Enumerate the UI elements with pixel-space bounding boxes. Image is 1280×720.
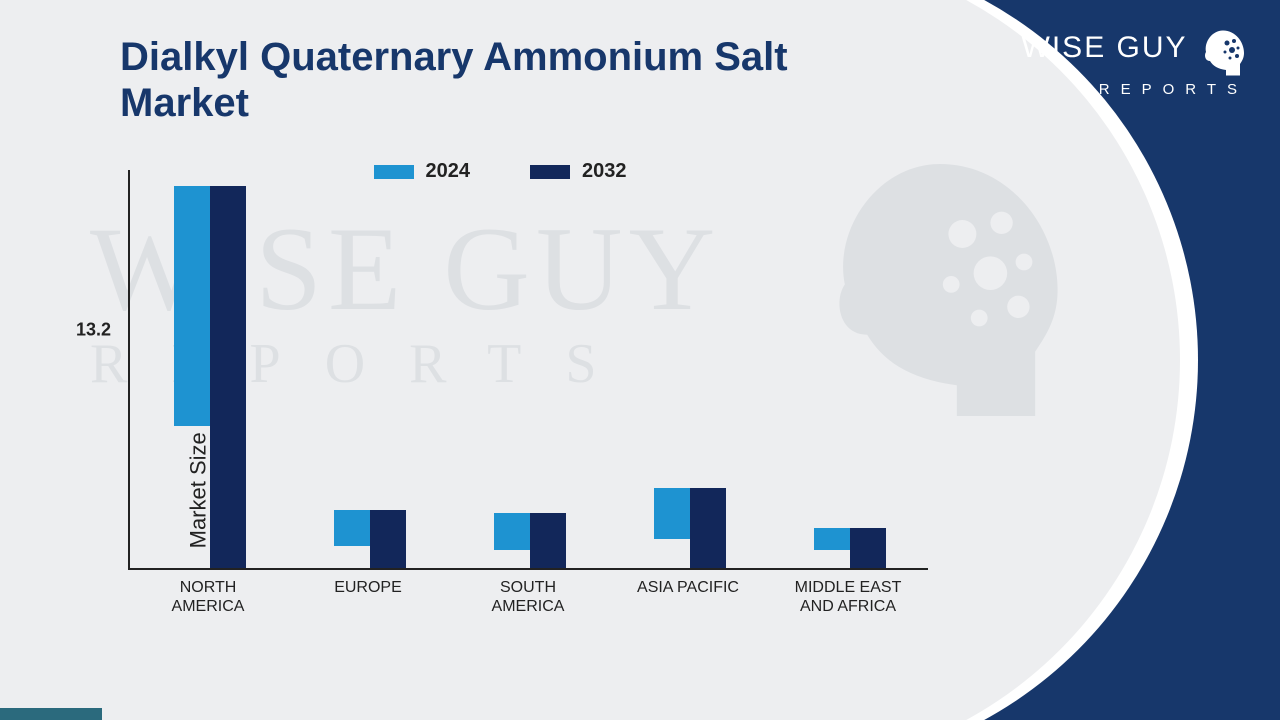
y-tick-label: 13.2 [76,320,111,341]
bar-2024 [814,528,850,550]
bar-2024 [174,186,210,426]
chart: 2024 2032 Market Size in USD Billion 13.… [60,160,940,680]
bar-group [174,186,246,568]
brand-head-icon [1198,28,1248,78]
bar-group [494,513,566,568]
x-axis-labels: NORTH AMERICA EUROPE SOUTH AMERICA ASIA PAC… [128,572,928,682]
bar-2024 [334,510,370,546]
brand-line2: REPORTS [1022,82,1248,97]
category-label: ASIA PACIFIC [628,578,748,597]
category-label: MIDDLE EAST AND AFRICA [788,578,908,616]
category-label: EUROPE [308,578,428,597]
bar-group [334,510,406,568]
bar-2032 [690,488,726,568]
bar-group [814,528,886,568]
category-label: SOUTH AMERICA [468,578,588,616]
bar-2032 [370,510,406,568]
category-label: NORTH AMERICA [148,578,268,616]
chart-title: Dialkyl Quaternary Ammonium Salt Market [120,34,840,126]
brand-logo: WISE GUY REPORTS [1022,28,1248,97]
plot-area: 13.2 [128,170,928,570]
bar-2032 [210,186,246,568]
brand-line1: WISE GUY [1022,31,1188,64]
stage: WISE GUY REPORTS Dialkyl Quaternary Ammo… [0,0,1280,720]
bottom-strip [0,708,102,720]
bar-2024 [654,488,690,539]
bar-group [654,488,726,568]
bar-2032 [530,513,566,568]
bar-2032 [850,528,886,568]
bar-2024 [494,513,530,549]
